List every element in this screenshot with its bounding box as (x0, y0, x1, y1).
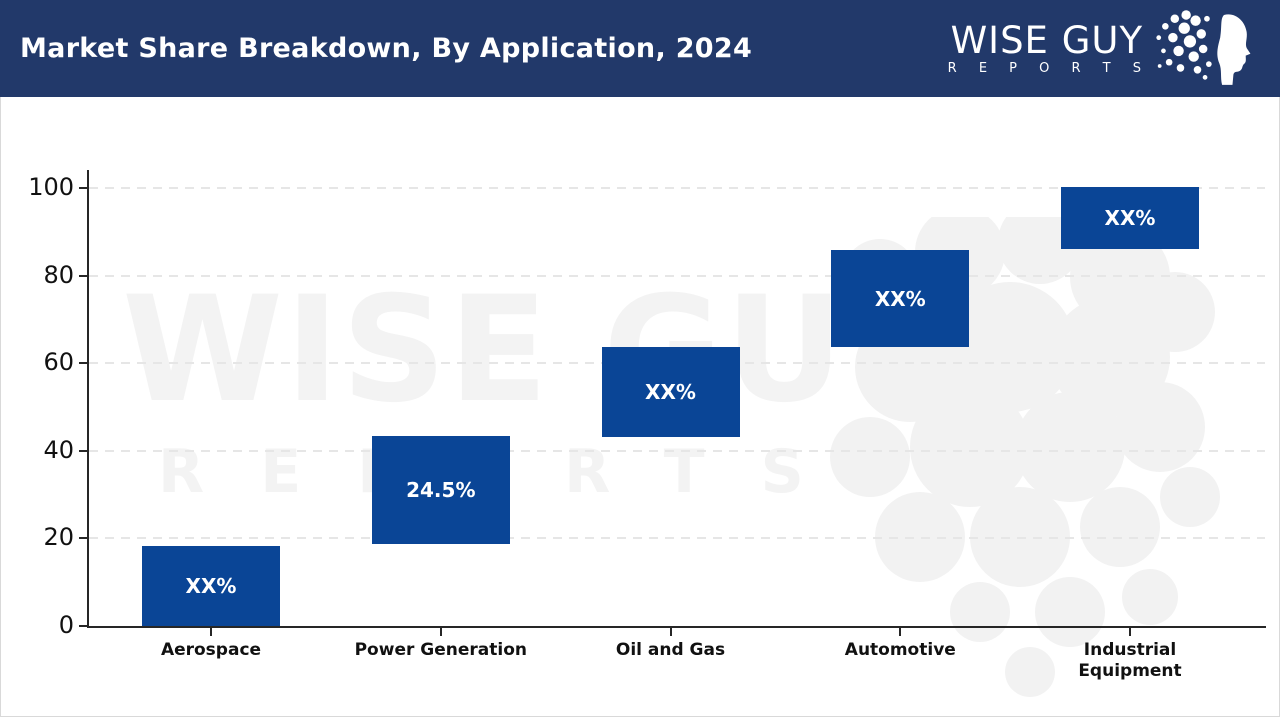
x-tick (669, 628, 672, 636)
x-tick-label: Power Generation (354, 640, 527, 660)
y-tick-label: 40 (43, 435, 74, 464)
y-tick-label: 100 (28, 173, 74, 202)
bar-value-label: XX% (645, 380, 696, 405)
gridline (89, 187, 1265, 190)
wise-guy-logo: WISE GUY R E P O R T S (944, 9, 1258, 89)
logo-face-icon (1156, 9, 1251, 85)
gridline (89, 274, 1265, 277)
y-tick-label: 60 (43, 348, 74, 377)
bar-aerospace: XX% (142, 546, 280, 626)
gridline (89, 449, 1265, 452)
y-tick (79, 187, 87, 190)
bar-industrial-equipment: XX% (1061, 186, 1199, 249)
gridline (89, 537, 1265, 540)
bar-value-label: XX% (185, 574, 237, 599)
x-tick (1129, 628, 1131, 636)
y-tick (79, 537, 87, 540)
bar-oil-and-gas: XX% (601, 347, 740, 437)
x-tick-label: Industrial Equipment (1078, 640, 1182, 681)
x-tick-label: Automotive (844, 640, 956, 660)
y-tick (79, 362, 87, 365)
x-axis-spine (87, 626, 1266, 628)
bar-value-label: 24.5% (406, 478, 476, 503)
logo-subtitle: R E P O R T S (947, 60, 1150, 76)
page-title: Market Share Breakdown, By Application, … (20, 33, 753, 64)
x-tick-label: Aerospace (160, 640, 262, 660)
bar-automotive: XX% (831, 250, 970, 348)
y-tick (79, 449, 87, 452)
x-tick-label: Oil and Gas (615, 640, 726, 660)
y-tick-label: 80 (43, 260, 74, 289)
bar-power-generation: 24.5% (371, 436, 510, 544)
y-tick (79, 625, 87, 627)
logo-wordmark: WISE GUY (950, 18, 1144, 62)
bar-value-label: XX% (874, 286, 926, 311)
x-tick (439, 628, 442, 636)
bar-value-label: XX% (1104, 205, 1156, 230)
x-tick (899, 628, 902, 636)
logo-text: WISE GUY R E P O R T S (944, 18, 1150, 76)
y-axis-spine (87, 170, 89, 628)
header-bar: Market Share Breakdown, By Application, … (0, 0, 1280, 97)
y-tick (79, 274, 87, 277)
x-tick (210, 628, 212, 636)
y-tick-label: 0 (58, 611, 74, 639)
y-tick-label: 20 (43, 523, 74, 552)
